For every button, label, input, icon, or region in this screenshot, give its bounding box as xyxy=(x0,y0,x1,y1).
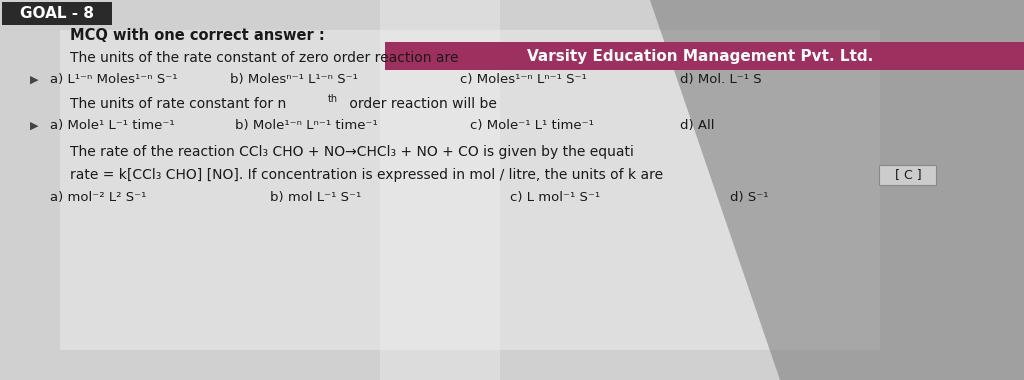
Text: d) S⁻¹: d) S⁻¹ xyxy=(730,192,768,204)
Text: order reaction will be: order reaction will be xyxy=(345,97,497,111)
Bar xyxy=(60,30,880,350)
Text: a) mol⁻² L² S⁻¹: a) mol⁻² L² S⁻¹ xyxy=(50,192,146,204)
Text: The units of the rate constant of zero order reaction are: The units of the rate constant of zero o… xyxy=(70,51,459,65)
FancyBboxPatch shape xyxy=(879,165,936,185)
Text: rate = k[CCl₃ CHO] [NO]. If concentration is expressed in mol / litre, the units: rate = k[CCl₃ CHO] [NO]. If concentratio… xyxy=(70,168,664,182)
Text: d) All: d) All xyxy=(680,119,715,133)
Text: d) Mol. L⁻¹ S: d) Mol. L⁻¹ S xyxy=(680,73,762,87)
Bar xyxy=(380,0,500,380)
Text: Varsity Education Management Pvt. Ltd.: Varsity Education Management Pvt. Ltd. xyxy=(527,49,873,63)
Text: b) mol L⁻¹ S⁻¹: b) mol L⁻¹ S⁻¹ xyxy=(270,192,361,204)
Text: c) L mol⁻¹ S⁻¹: c) L mol⁻¹ S⁻¹ xyxy=(510,192,600,204)
Text: GOAL - 8: GOAL - 8 xyxy=(20,5,94,21)
Text: The units of rate constant for n: The units of rate constant for n xyxy=(70,97,287,111)
Text: c) Moles¹⁻ⁿ Lⁿ⁻¹ S⁻¹: c) Moles¹⁻ⁿ Lⁿ⁻¹ S⁻¹ xyxy=(460,73,587,87)
FancyBboxPatch shape xyxy=(2,2,112,25)
Text: [ C ]: [ C ] xyxy=(895,168,922,182)
Text: The rate of the reaction CCl₃ CHO + NO→CHCl₃ + NO + CO is given by the equati: The rate of the reaction CCl₃ CHO + NO→C… xyxy=(70,145,634,159)
Text: a) Mole¹ L⁻¹ time⁻¹: a) Mole¹ L⁻¹ time⁻¹ xyxy=(50,119,175,133)
Text: th: th xyxy=(328,94,338,104)
Text: b) Mole¹⁻ⁿ Lⁿ⁻¹ time⁻¹: b) Mole¹⁻ⁿ Lⁿ⁻¹ time⁻¹ xyxy=(234,119,378,133)
Polygon shape xyxy=(650,0,1024,380)
Text: ▶: ▶ xyxy=(30,121,39,131)
Text: ▶: ▶ xyxy=(30,75,39,85)
Text: b) Molesⁿ⁻¹ L¹⁻ⁿ S⁻¹: b) Molesⁿ⁻¹ L¹⁻ⁿ S⁻¹ xyxy=(230,73,357,87)
Text: MCQ with one correct answer :: MCQ with one correct answer : xyxy=(70,27,325,43)
FancyBboxPatch shape xyxy=(385,42,1024,70)
Text: a) L¹⁻ⁿ Moles¹⁻ⁿ S⁻¹: a) L¹⁻ⁿ Moles¹⁻ⁿ S⁻¹ xyxy=(50,73,177,87)
Text: c) Mole⁻¹ L¹ time⁻¹: c) Mole⁻¹ L¹ time⁻¹ xyxy=(470,119,594,133)
